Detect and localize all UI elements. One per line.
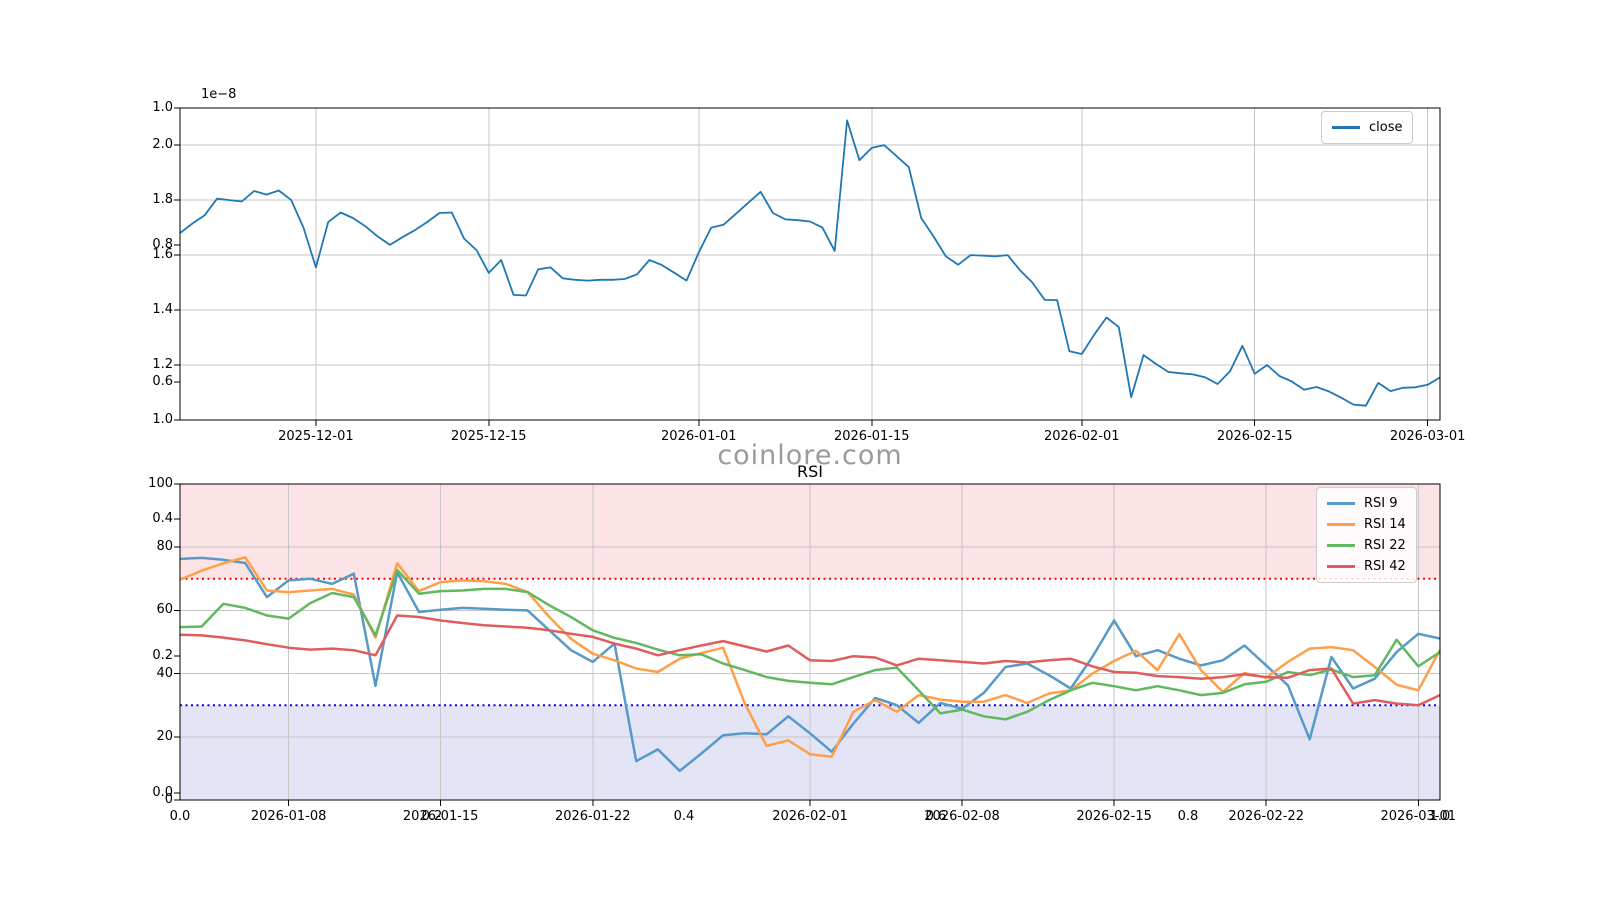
bottom-legend: RSI 9 RSI 14 RSI 22 RSI 42 (1316, 487, 1417, 583)
x-tick-label: 2026-02-01 (1043, 429, 1120, 444)
stray-x-tick-label: 1.0 (1429, 809, 1451, 824)
x-tick-label: 2026-02-01 (772, 809, 848, 824)
y-tick-label: 20 (156, 728, 173, 744)
legend-row-close: close (1332, 117, 1402, 138)
x-tick-label: 2026-03-01 (1389, 429, 1466, 444)
rsi-9-line (179, 556, 1441, 773)
rsi14-legend-line-icon (1327, 523, 1355, 526)
y-tick-label: 40 (156, 665, 173, 681)
x-tick-label: 2026-03-01 (1380, 809, 1457, 824)
stray-y-tick-label: 0.2 (152, 648, 173, 663)
x-tick-label: 2026-02-22 (1228, 809, 1304, 824)
x-tick-label: 2025-12-15 (451, 429, 527, 444)
stray-x-tick-label: 0.0 (169, 809, 191, 824)
rsi9-legend-label: RSI 9 (1364, 496, 1398, 511)
rsi42-legend-line-icon (1327, 565, 1355, 568)
y-tick-label: 2.0 (152, 137, 173, 153)
y-tick-label: 1.8 (152, 192, 173, 208)
y-tick-label: 100 (148, 476, 173, 491)
y-tick-label: 1.2 (152, 357, 173, 373)
stray-x-tick-label: 0.4 (673, 809, 695, 824)
close-legend-line-icon (1332, 126, 1360, 129)
stray-y-tick-label: 0.8 (152, 237, 173, 252)
x-tick-label: 2026-01-01 (661, 429, 737, 444)
stray-x-tick-label: 0.2 (421, 809, 443, 824)
y-tick-label: 1.0 (152, 412, 173, 427)
watermark: coinlore.com (717, 440, 903, 471)
stray-y-tick-label: 0.4 (152, 511, 173, 526)
rsi22-legend-line-icon (1327, 544, 1355, 547)
x-tick-label: 2025-12-01 (278, 429, 354, 444)
legend-row-rsi22: RSI 22 (1327, 535, 1406, 556)
rsi-22-line (179, 568, 1441, 721)
x-tick-label: 2026-01-22 (554, 809, 631, 824)
x-tick-label: 2026-01-15 (402, 809, 479, 824)
x-tick-label: 2026-01-08 (250, 809, 327, 824)
y-tick-label: 1.4 (152, 302, 173, 318)
rsi22-legend-label: RSI 22 (1364, 538, 1406, 553)
rsi-42-line (179, 614, 1441, 707)
y-tick-label: 60 (156, 602, 173, 618)
legend-row-rsi9: RSI 9 (1327, 493, 1406, 514)
close-line (179, 119, 1441, 407)
y-axis-offset-label: 1e−8 (201, 87, 237, 102)
stray-x-tick-label: 0.6 (925, 809, 947, 824)
stray-y-tick-label: 1.0 (152, 100, 173, 115)
x-tick-label: 2026-01-15 (833, 429, 910, 444)
x-tick-label: 2026-02-15 (1076, 809, 1152, 824)
close-legend-label: close (1369, 120, 1403, 135)
stray-y-tick-label: 0.0 (152, 785, 173, 800)
bottom-chart-title: RSI (797, 462, 823, 481)
y-tick-label: 1.6 (152, 247, 173, 263)
top-legend: close (1321, 111, 1414, 144)
rsi9-legend-line-icon (1327, 502, 1355, 505)
x-tick-label: 2026-02-15 (1216, 429, 1293, 444)
stray-x-tick-label: 0.8 (1177, 809, 1199, 824)
x-tick-label: 2026-02-08 (924, 809, 1000, 824)
legend-row-rsi42: RSI 42 (1327, 556, 1406, 577)
y-tick-label: 80 (156, 539, 173, 555)
y-tick-label: 0 (164, 792, 173, 807)
axes-spine (179, 107, 1441, 421)
legend-row-rsi14: RSI 14 (1327, 514, 1406, 535)
rsi42-legend-label: RSI 42 (1364, 559, 1406, 574)
rsi14-legend-label: RSI 14 (1364, 517, 1406, 532)
stray-y-tick-label: 0.6 (152, 374, 173, 389)
